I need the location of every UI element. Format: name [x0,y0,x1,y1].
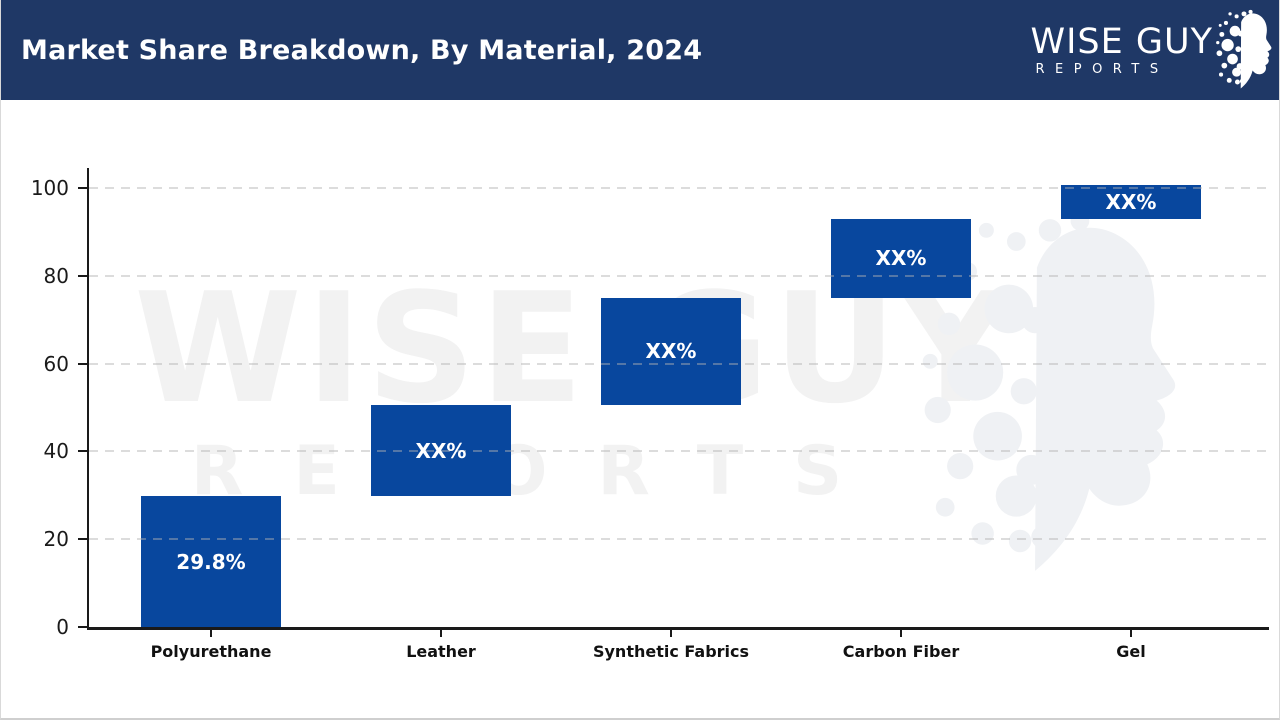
bar-polyurethane [141,496,281,627]
y-tick-mark [78,362,87,365]
x-axis-line [87,627,1269,630]
y-tick-label: 20 [43,527,69,552]
plot-area: 29.8% XX% XX% XX% XX% 0 20 40 60 80 100 Polyurethan… [31,168,1269,661]
y-tick-mark [78,450,87,453]
gridline-20 [89,538,1269,541]
x-category-label-synthetic-fabrics: Synthetic Fabrics [592,642,750,661]
bar-synthetic-fabrics [601,297,741,405]
gridline-80 [89,274,1269,277]
wiseguy-logo: WISE GUY REPORTS [1030,8,1273,92]
bar-value-label: 29.8% [176,549,246,574]
chart-title: Market Share Breakdown, By Material, 202… [21,34,703,66]
bar-value-label: XX% [415,438,467,463]
y-tick-label: 100 [30,176,69,200]
y-axis-line [87,168,89,627]
bar-value-label: XX% [1105,190,1157,215]
gridline-40 [89,450,1269,453]
bar-gel [1061,185,1201,220]
watermark-text-2: REPORTS [191,432,893,511]
gridline-100 [89,187,1269,189]
x-tick-mark [440,630,442,637]
gridline-60 [89,362,1269,365]
bar-carbon-fiber [831,219,971,298]
x-category-label-gel: Gel [1116,642,1146,661]
logo-tagline: REPORTS [1035,61,1169,77]
x-category-label-carbon-fiber: Carbon Fiber [842,642,960,661]
chart-area: WISE GUY REPORTS 29.8% XX% XX% XX% XX% 0 20 40 6… [1,100,1279,718]
logo-text: WISE GUY REPORTS [1030,21,1213,77]
x-category-label-polyurethane: Polyurethane [150,642,272,661]
y-tick-mark [78,187,87,189]
bar-value-label: XX% [645,339,697,364]
y-tick-label: 40 [43,439,69,464]
x-tick-mark [670,630,672,637]
bar-value-label: XX% [875,246,927,271]
y-tick-label: 60 [43,351,69,376]
wiseguy-head-icon [1216,9,1272,89]
logo-name: WISE GUY [1030,21,1213,62]
y-tick-label: 80 [43,263,69,288]
bar-leather [371,404,511,497]
x-tick-mark [900,630,902,637]
x-tick-mark [210,630,212,637]
y-tick-mark [78,538,87,541]
x-category-label-leather: Leather [406,642,476,661]
header-bar: Market Share Breakdown, By Material, 202… [1,0,1279,100]
y-tick-mark [78,274,87,277]
y-tick-mark [78,626,87,628]
y-tick-label: 0 [56,615,69,639]
x-tick-mark [1130,630,1132,637]
